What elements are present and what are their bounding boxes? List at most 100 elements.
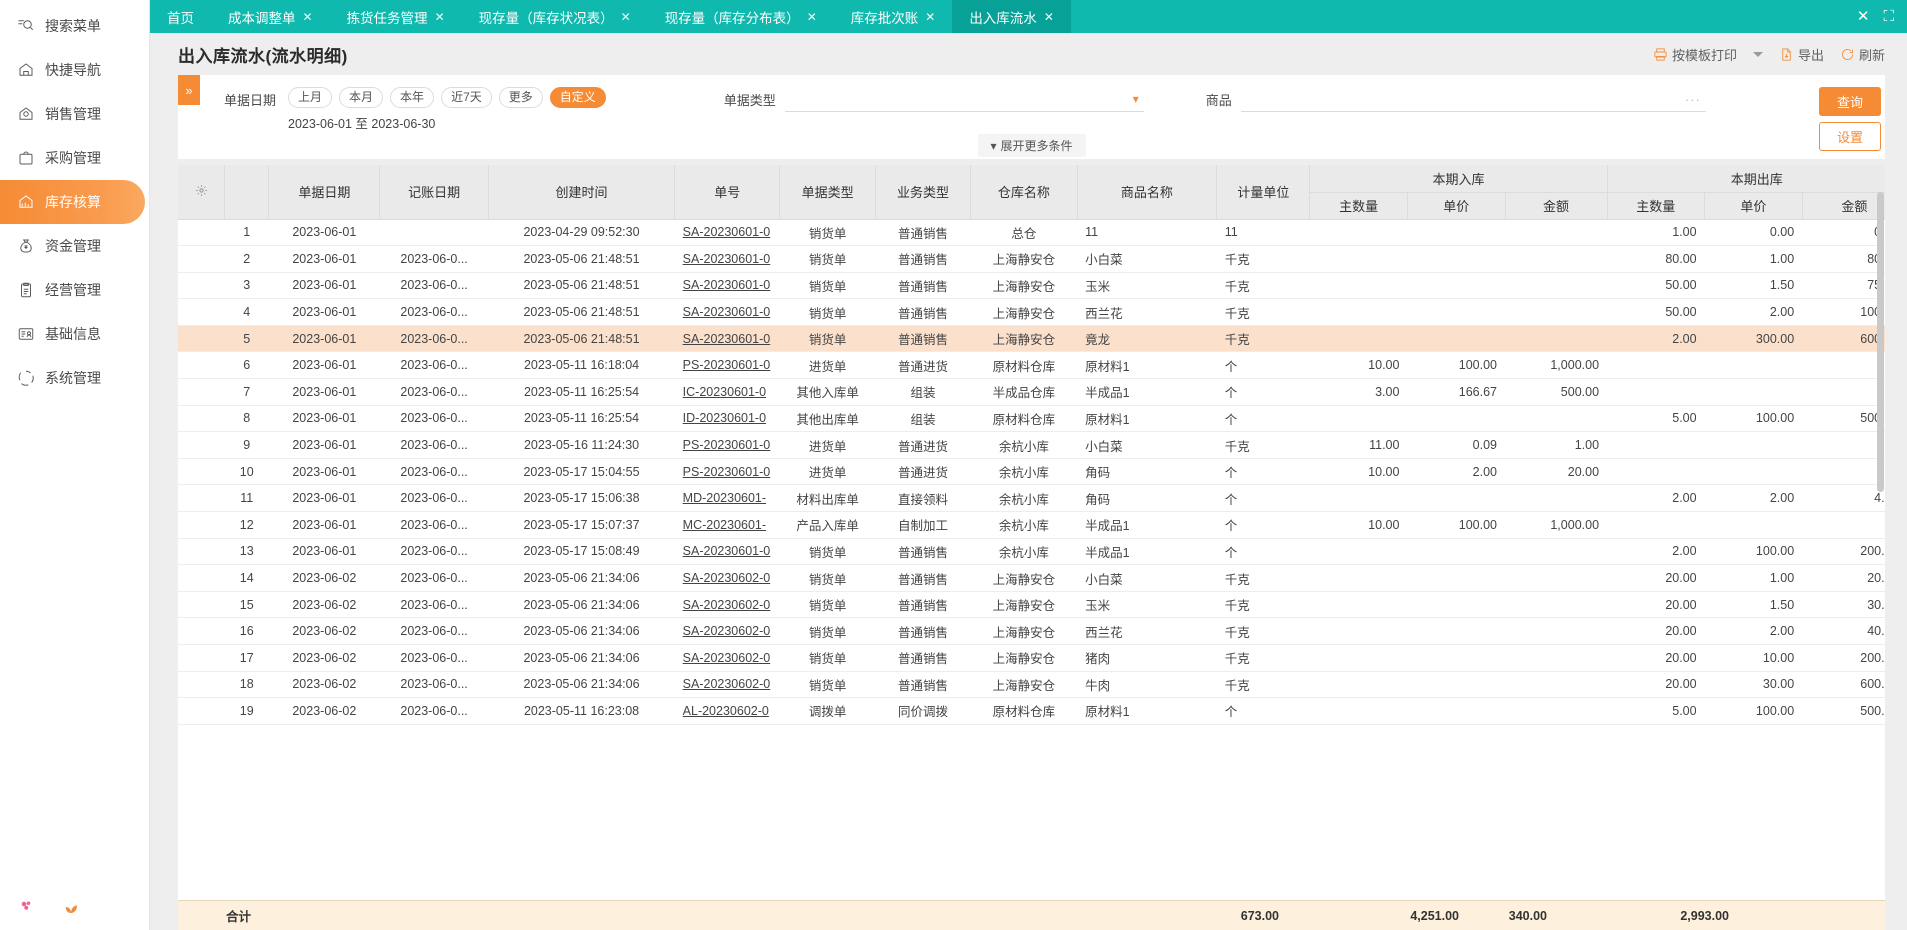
sidebar-item-8[interactable]: 系统管理 <box>0 356 149 400</box>
doc-no-link[interactable]: AL-20230602-0 <box>682 703 769 718</box>
product-input[interactable] <box>1240 87 1706 110</box>
cell-doc_no[interactable]: MD-20230601- <box>674 484 780 513</box>
refresh-button[interactable]: 刷新 <box>1840 45 1885 64</box>
date-pill-5[interactable]: 自定义 <box>549 87 606 108</box>
table-row[interactable]: 12 2023-06-01 2023-06-0... 2023-05-17 15:07… <box>178 511 1885 539</box>
cell-doc_no[interactable]: SA-20230602-0 <box>674 564 780 592</box>
cell-doc_no[interactable]: SA-20230601-0 <box>674 245 780 273</box>
query-button[interactable]: 查询 <box>1818 87 1881 116</box>
table-row[interactable]: 6 2023-06-01 2023-06-0... 2023-05-11 16:18:… <box>178 351 1885 380</box>
expand-more-conditions-button[interactable]: ▾ 展开更多条件 <box>977 134 1086 157</box>
tab-close-icon[interactable]: ✕ <box>925 9 936 24</box>
vertical-scrollbar[interactable] <box>1877 192 1884 898</box>
cell-doc_no[interactable]: PS-20230601-0 <box>674 431 780 459</box>
table-row[interactable]: 14 2023-06-02 2023-06-0... 2023-05-06 21:34… <box>178 564 1885 592</box>
sidebar-item-5[interactable]: 资金管理 <box>0 224 149 268</box>
print-template-button[interactable]: 按模板打印 <box>1653 45 1737 64</box>
table-row[interactable]: 7 2023-06-01 2023-06-0... 2023-05-11 16:25:… <box>178 378 1885 406</box>
more-options-icon[interactable]: ··· <box>1684 91 1701 107</box>
collapse-filter-button[interactable]: » <box>178 75 200 105</box>
doc-no-link[interactable]: PS-20230601-0 <box>682 464 771 479</box>
tab-close-icon[interactable]: ✕ <box>434 9 445 24</box>
table-scroll-region[interactable]: 单据日期 记账日期 创建时间 单号 单据类型 业务类型 仓库名称 商品名称 计量单位 本期入库 本期… <box>178 165 1885 900</box>
table-row[interactable]: 10 2023-06-01 2023-06-0... 2023-05-17 15:04… <box>178 458 1885 486</box>
date-pill-2[interactable]: 本年 <box>390 87 435 108</box>
date-range-value[interactable]: 2023-06-01 至 2023-06-30 <box>288 117 436 131</box>
sidebar-item-3[interactable]: 采购管理 <box>0 136 149 180</box>
tab-close-icon[interactable]: ✕ <box>302 9 313 24</box>
doc-type-input[interactable] <box>784 87 1144 110</box>
close-icon[interactable]: ✕ <box>1856 8 1870 25</box>
chevron-down-icon[interactable]: ▾ <box>1132 92 1139 106</box>
export-button[interactable]: 导出 <box>1779 45 1824 64</box>
sidebar-item-4[interactable]: 库存核算 <box>0 180 145 224</box>
maximize-icon[interactable]: ⛶ <box>1883 8 1894 25</box>
table-row[interactable]: 17 2023-06-02 2023-06-0... 2023-05-06 21:34… <box>178 644 1885 672</box>
gear-icon-header[interactable] <box>178 165 226 220</box>
doc-no-link[interactable]: SA-20230601-0 <box>682 225 771 240</box>
sidebar-item-2[interactable]: 销售管理 <box>0 92 149 136</box>
cell-doc_no[interactable]: SA-20230601-0 <box>674 298 780 326</box>
cell-doc_no[interactable]: AL-20230602-0 <box>674 697 780 725</box>
doc-no-link[interactable]: PS-20230601-0 <box>682 358 771 373</box>
table-row[interactable]: 15 2023-06-02 2023-06-0... 2023-05-06 21:34… <box>178 591 1885 619</box>
table-row[interactable]: 4 2023-06-01 2023-06-0... 2023-05-06 21:48:… <box>178 298 1885 326</box>
cell-doc_no[interactable]: ID-20230601-0 <box>674 405 780 433</box>
settings-button[interactable]: 设置 <box>1818 122 1881 151</box>
cell-doc_no[interactable]: SA-20230601-0 <box>674 219 780 247</box>
table-row[interactable]: 3 2023-06-01 2023-06-0... 2023-05-06 21:48:… <box>178 272 1885 300</box>
table-row[interactable]: 16 2023-06-02 2023-06-0... 2023-05-06 21:34… <box>178 617 1885 645</box>
doc-no-link[interactable]: PS-20230601-0 <box>682 438 771 453</box>
tab-5[interactable]: 库存批次账 ✕ <box>834 0 953 33</box>
doc-no-link[interactable]: SA-20230602-0 <box>682 677 771 692</box>
cell-doc_no[interactable]: SA-20230602-0 <box>674 644 780 672</box>
doc-no-link[interactable]: MD-20230601- <box>682 491 767 506</box>
cell-doc_no[interactable]: SA-20230602-0 <box>674 591 780 619</box>
cell-doc_no[interactable]: SA-20230602-0 <box>674 671 780 699</box>
table-row[interactable]: 1 2023-06-01 2023-04-29 09:52:30 SA-2023060… <box>178 219 1885 247</box>
tab-3[interactable]: 现存量（库存状况表） ✕ <box>462 0 648 33</box>
date-pill-4[interactable]: 更多 <box>498 87 543 108</box>
tab-6[interactable]: 出入库流水 ✕ <box>952 0 1071 33</box>
doc-no-link[interactable]: ID-20230601-0 <box>682 411 767 426</box>
doc-no-link[interactable]: SA-20230601-0 <box>682 251 771 266</box>
doc-no-link[interactable]: SA-20230601-0 <box>682 305 771 320</box>
doc-no-link[interactable]: SA-20230602-0 <box>682 650 771 665</box>
tab-0[interactable]: 首页 <box>150 0 211 33</box>
table-row[interactable]: 9 2023-06-01 2023-06-0... 2023-05-16 11:24:… <box>178 431 1885 459</box>
table-row[interactable]: 8 2023-06-01 2023-06-0... 2023-05-11 16:25:… <box>178 405 1885 433</box>
cell-doc_no[interactable]: IC-20230601-0 <box>674 378 780 406</box>
tab-4[interactable]: 现存量（库存分布表） ✕ <box>648 0 834 33</box>
table-row[interactable]: 2 2023-06-01 2023-06-0... 2023-05-06 21:48:… <box>178 245 1885 273</box>
sidebar-item-1[interactable]: 快捷导航 <box>0 48 149 92</box>
table-row[interactable]: 18 2023-06-02 2023-06-0... 2023-05-06 21:34… <box>178 671 1885 699</box>
date-pill-1[interactable]: 本月 <box>339 87 384 108</box>
table-row[interactable]: 5 2023-06-01 2023-06-0... 2023-05-06 21:48:… <box>178 325 1885 353</box>
table-row[interactable]: 13 2023-06-01 2023-06-0... 2023-05-17 15:08… <box>178 538 1885 566</box>
cell-doc_no[interactable]: SA-20230601-0 <box>674 325 780 353</box>
cell-doc_no[interactable]: MC-20230601- <box>674 511 780 539</box>
doc-no-link[interactable]: MC-20230601- <box>682 517 767 532</box>
tab-2[interactable]: 拣货任务管理 ✕ <box>330 0 462 33</box>
doc-no-link[interactable]: IC-20230601-0 <box>682 384 767 399</box>
doc-no-link[interactable]: SA-20230602-0 <box>682 624 771 639</box>
table-row[interactable]: 11 2023-06-01 2023-06-0... 2023-05-17 15:06… <box>178 484 1885 513</box>
cell-doc_no[interactable]: PS-20230601-0 <box>674 458 780 486</box>
table-row[interactable]: 19 2023-06-02 2023-06-0... 2023-05-11 16:23… <box>178 697 1885 725</box>
chevron-down-icon[interactable] <box>1752 51 1763 57</box>
doc-no-link[interactable]: SA-20230602-0 <box>682 571 771 586</box>
date-pill-0[interactable]: 上月 <box>288 87 333 108</box>
cell-doc_no[interactable]: SA-20230601-0 <box>674 538 780 566</box>
cell-doc_no[interactable]: SA-20230602-0 <box>674 617 780 645</box>
doc-no-link[interactable]: SA-20230602-0 <box>682 597 771 612</box>
tab-close-icon[interactable]: ✕ <box>806 9 817 24</box>
tab-1[interactable]: 成本调整单 ✕ <box>211 0 330 33</box>
tab-close-icon[interactable]: ✕ <box>620 9 631 24</box>
cell-doc_no[interactable]: PS-20230601-0 <box>674 351 780 380</box>
doc-no-link[interactable]: SA-20230601-0 <box>682 544 771 559</box>
tab-close-icon[interactable]: ✕ <box>1043 9 1054 24</box>
date-pill-3[interactable]: 近7天 <box>441 87 492 108</box>
gear-icon[interactable] <box>195 184 208 200</box>
cell-doc_no[interactable]: SA-20230601-0 <box>674 272 780 300</box>
sidebar-item-7[interactable]: 基础信息 <box>0 312 149 356</box>
